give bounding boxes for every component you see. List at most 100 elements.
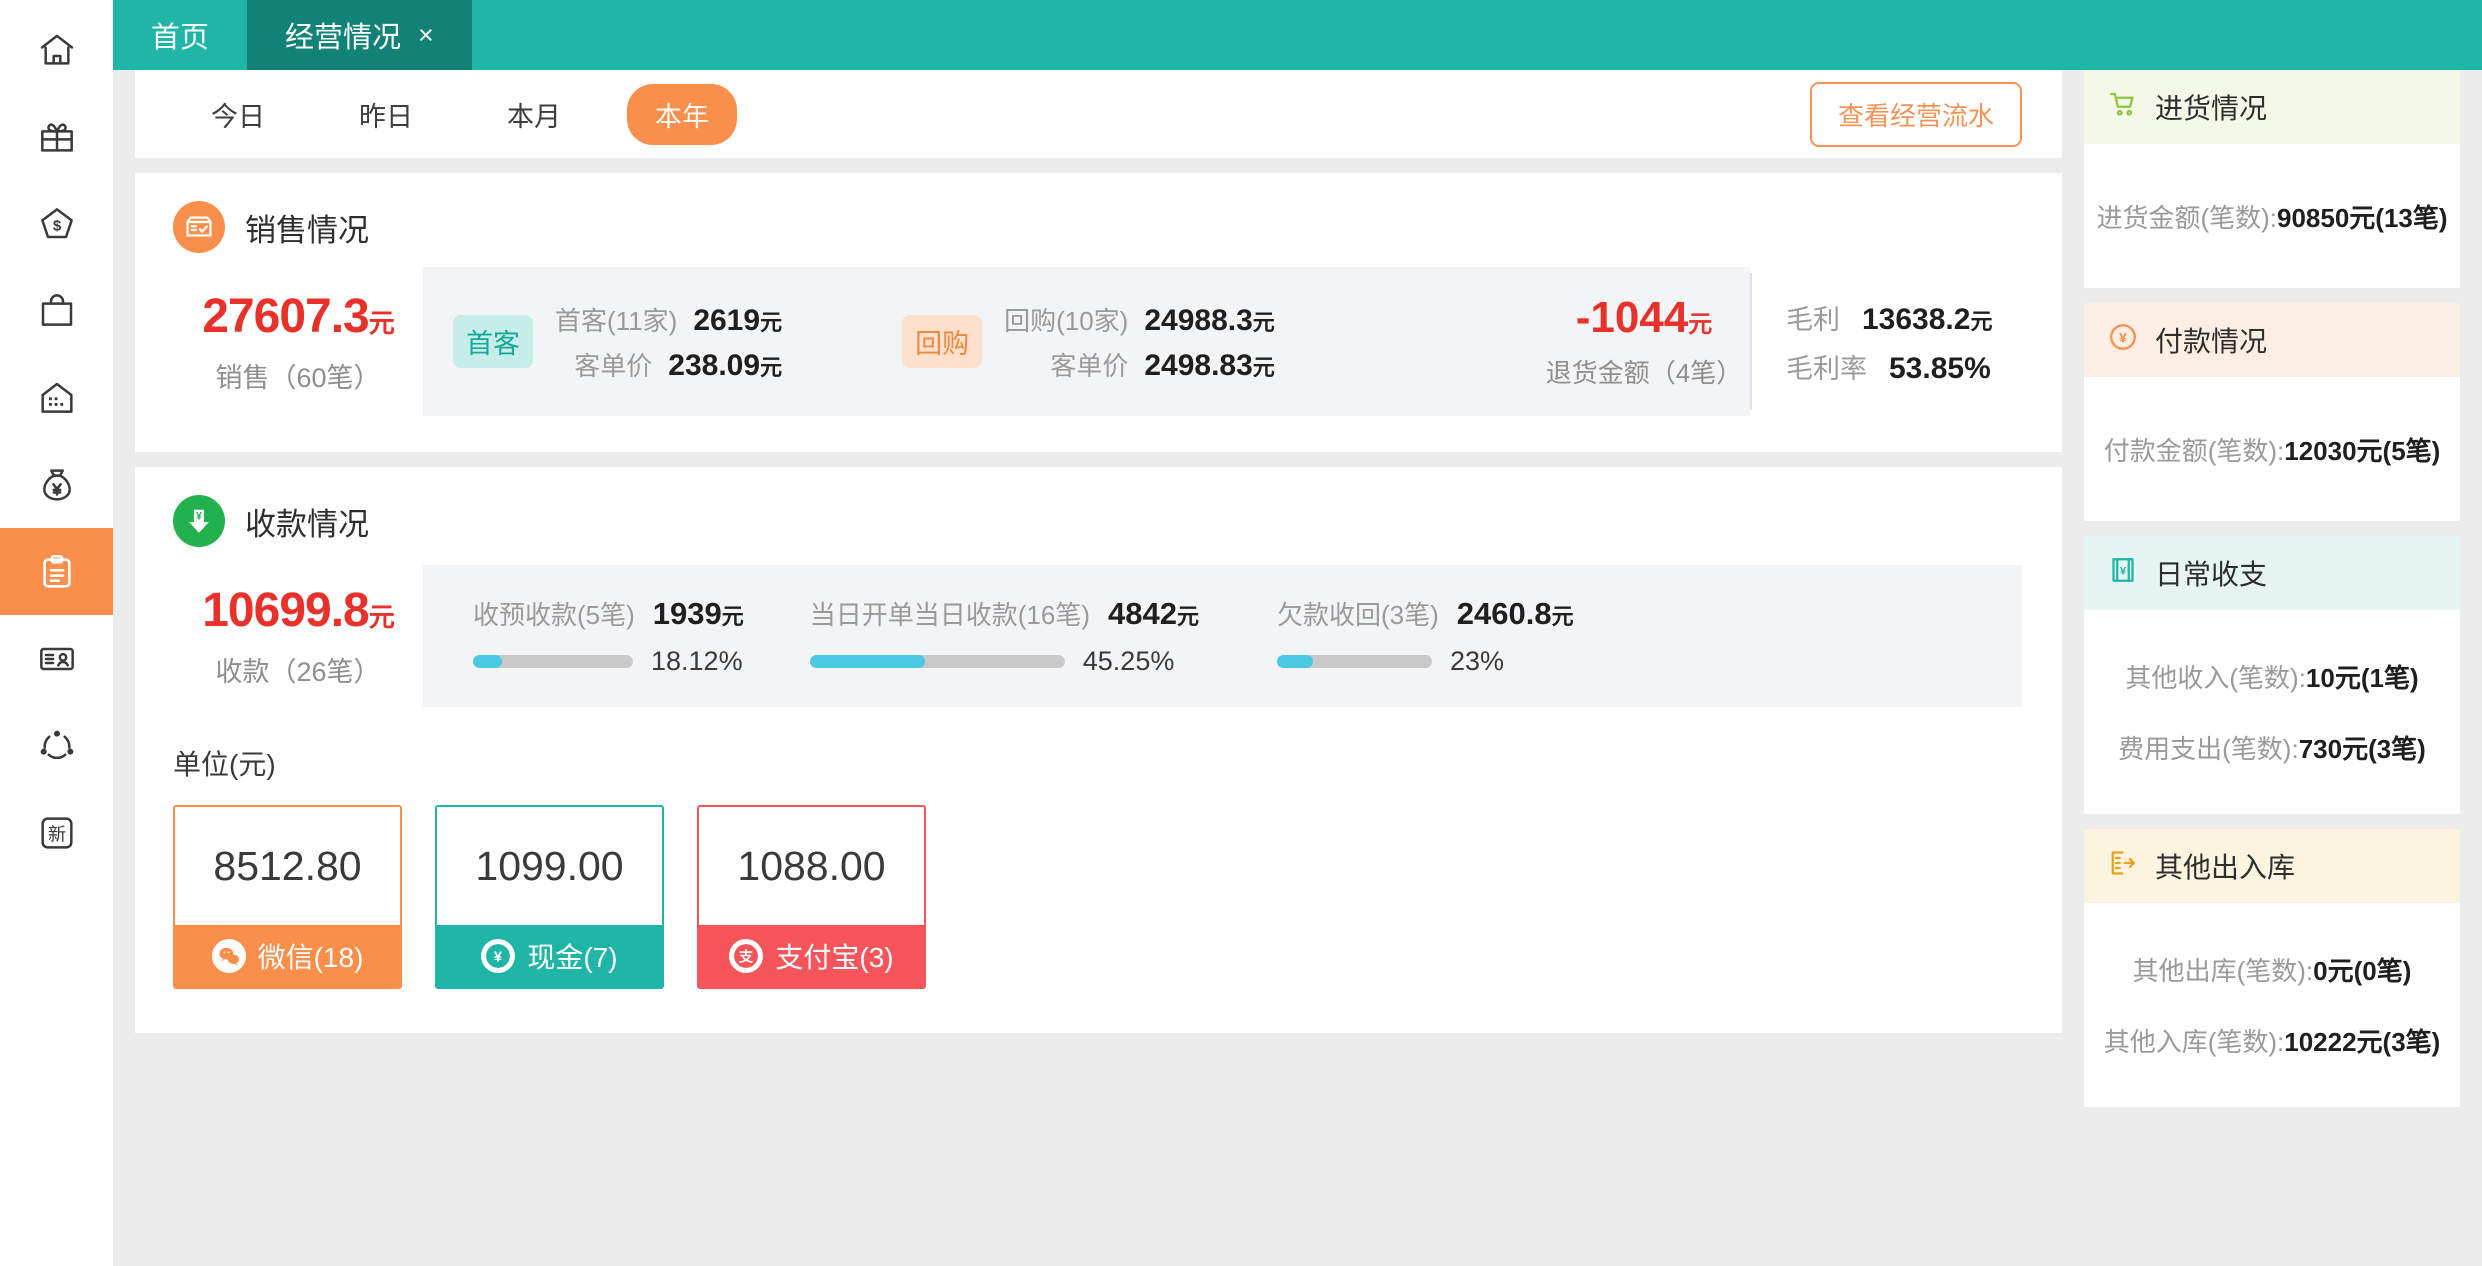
first-customer-lines: 首客(11家) 2619元 客单价 238.09元 bbox=[555, 301, 782, 383]
view-operation-flow-button[interactable]: 查看经营流水 bbox=[1809, 81, 2022, 147]
money-bag-icon bbox=[37, 465, 77, 505]
payment-card-wechat-label: 微信(18) bbox=[257, 942, 364, 973]
sales-total-caption: 销售（60笔） bbox=[215, 362, 381, 393]
payment-card-cash-amount: 1099.00 bbox=[437, 807, 662, 925]
tab-home[interactable]: 首页 bbox=[113, 0, 247, 70]
side-card-other-stock: 其他出入库 其他出库(笔数):0元(0笔) 其他入库(笔数):10222元(3笔… bbox=[2084, 829, 2460, 1107]
daily-ledger-icon: ¥ bbox=[2108, 555, 2138, 592]
collection-total-value: 10699.8元 bbox=[202, 584, 395, 637]
payment-method-cards: 8512.80 微信(18) 1099.00 bbox=[135, 783, 2062, 1033]
sidebar-item-contacts[interactable] bbox=[0, 615, 113, 702]
other-in-line: 其他入库(笔数):10222元(3笔) bbox=[2103, 1027, 2441, 1057]
repurchase-avg-row: 客单价 2498.83元 bbox=[1004, 346, 1274, 383]
progress-prepaid-percent: 18.12% bbox=[651, 646, 743, 676]
sales-total: 27607.3元 销售（60笔） bbox=[173, 267, 423, 416]
sidebar-item-money-house[interactable]: $ bbox=[0, 180, 113, 267]
gross-profit-value: 13638.2元 bbox=[1862, 302, 1993, 336]
svg-text:¥: ¥ bbox=[2119, 330, 2127, 345]
workspace: 首页 经营情况 × 今日 昨日 本月 本年 bbox=[113, 0, 2482, 1266]
first-customer-avg-row: 客单价 238.09元 bbox=[555, 346, 782, 383]
sidebar-item-warehouse[interactable] bbox=[0, 354, 113, 441]
progress-debt-track bbox=[1277, 655, 1432, 668]
unit-label: 单位(元) bbox=[173, 749, 276, 780]
progress-same-day-head: 当日开单当日收款(16笔) 4842元 bbox=[810, 595, 1199, 632]
payment-card-cash[interactable]: 1099.00 ¥ 现金(7) bbox=[435, 805, 664, 989]
sidebar-item-home[interactable] bbox=[0, 6, 113, 93]
collection-panel-header: ¥ 收款情况 bbox=[135, 467, 2062, 547]
gross-margin-row: 毛利率 53.85% bbox=[1786, 347, 2022, 386]
sales-divider bbox=[1750, 273, 1752, 410]
chip-today[interactable]: 今日 bbox=[211, 101, 265, 132]
close-icon[interactable]: × bbox=[418, 19, 434, 50]
purchase-amount-line: 进货金额(笔数):90850元(13笔) bbox=[2096, 202, 2448, 233]
collection-total-caption: 收款（26笔） bbox=[215, 657, 381, 687]
side-column: 进货情况 进货金额(笔数):90850元(13笔) ¥ bbox=[2084, 70, 2482, 1266]
side-card-payment-header: ¥ 付款情况 bbox=[2084, 303, 2460, 377]
payment-card-alipay[interactable]: 1088.00 支 支付宝(3) bbox=[697, 805, 926, 989]
expense-line: 费用支出(笔数):730元(3笔) bbox=[2118, 734, 2426, 764]
side-card-purchase-title: 进货情况 bbox=[2155, 93, 2268, 124]
svg-text:$: $ bbox=[52, 217, 61, 234]
profit-stats: 毛利 13638.2元 毛利率 53.85% bbox=[1752, 267, 2022, 416]
first-customer-row: 首客(11家) 2619元 bbox=[555, 301, 782, 338]
sales-metrics-row: 27607.3元 销售（60笔） 首客 首客(11家) 2619元 bbox=[135, 253, 2062, 452]
inout-stock-icon bbox=[2108, 848, 2138, 885]
progress-debt-value: 2460.8元 bbox=[1456, 596, 1574, 631]
alipay-icon: 支 bbox=[729, 939, 764, 973]
sidebar-item-operations[interactable] bbox=[0, 528, 113, 615]
refund-value: -1044元 bbox=[1575, 293, 1713, 342]
other-out-line: 其他出库(笔数):0元(0笔) bbox=[2132, 956, 2412, 986]
shopping-cart-icon bbox=[2108, 89, 2138, 126]
progress-same-day-fill bbox=[809, 655, 926, 668]
tab-operations[interactable]: 经营情况 × bbox=[247, 0, 472, 70]
sidebar-item-shopping-bag[interactable] bbox=[0, 267, 113, 354]
payment-card-wechat-footer: 微信(18) bbox=[175, 925, 400, 987]
payment-card-alipay-amount: 1088.00 bbox=[699, 807, 924, 925]
first-customer-label: 首客(11家) bbox=[555, 305, 678, 336]
contact-card-icon bbox=[37, 639, 77, 679]
collection-panel-title: 收款情况 bbox=[245, 506, 369, 542]
sales-panel: 销售情况 27607.3元 销售（60笔） 首客 bbox=[135, 173, 2062, 452]
clipboard-icon bbox=[37, 552, 77, 592]
sidebar-item-money-bag[interactable] bbox=[0, 441, 113, 528]
yuan-coin-icon: ¥ bbox=[2108, 322, 2138, 359]
side-card-purchase-body: 进货金额(笔数):90850元(13笔) bbox=[2084, 144, 2460, 288]
other-income-line: 其他收入(笔数):10元(1笔) bbox=[2125, 663, 2419, 693]
svg-text:¥: ¥ bbox=[196, 511, 202, 523]
svg-text:¥: ¥ bbox=[2120, 565, 2127, 577]
chip-this-year[interactable]: 本年 bbox=[627, 83, 737, 145]
progress-debt-fill bbox=[1277, 655, 1313, 668]
side-card-payment-body: 付款金额(笔数):12030元(5笔) bbox=[2084, 377, 2460, 521]
side-card-daily-ledger-body: 其他收入(笔数):10元(1笔) 费用支出(笔数):730元(3笔) bbox=[2084, 610, 2460, 814]
progress-same-day-label: 当日开单当日收款(16笔) bbox=[809, 600, 1091, 630]
payment-card-cash-footer: ¥ 现金(7) bbox=[437, 925, 662, 987]
sidebar-item-gift[interactable] bbox=[0, 93, 113, 180]
repurchase-avg-label: 客单价 bbox=[1050, 350, 1129, 381]
sidebar-item-share[interactable] bbox=[0, 702, 113, 789]
collection-total: 10699.8元 收款（26笔） bbox=[173, 565, 423, 707]
side-card-daily-ledger: ¥ 日常收支 其他收入(笔数):10元(1笔) 费用支出(笔数):730元(3笔… bbox=[2084, 536, 2460, 814]
gross-margin-label: 毛利率 bbox=[1786, 353, 1867, 384]
payment-card-alipay-footer: 支 支付宝(3) bbox=[699, 925, 924, 987]
chip-yesterday[interactable]: 昨日 bbox=[359, 101, 413, 132]
progress-prepaid-label: 收预收款(5笔) bbox=[473, 600, 635, 630]
share-nodes-icon bbox=[37, 726, 77, 766]
first-customer-avg-label: 客单价 bbox=[574, 350, 653, 381]
side-card-purchase: 进货情况 进货金额(笔数):90850元(13笔) bbox=[2084, 70, 2460, 288]
side-card-daily-ledger-header: ¥ 日常收支 bbox=[2084, 536, 2460, 610]
sales-total-value: 27607.3元 bbox=[202, 289, 395, 343]
progress-debt-label: 欠款收回(3笔) bbox=[1277, 600, 1439, 630]
progress-same-day: 当日开单当日收款(16笔) 4842元 45.25% bbox=[784, 595, 1225, 677]
payment-card-wechat[interactable]: 8512.80 微信(18) bbox=[173, 805, 402, 989]
first-customer-value: 2619元 bbox=[693, 303, 783, 337]
gross-profit-label: 毛利 bbox=[1786, 304, 1840, 335]
progress-prepaid-value: 1939元 bbox=[652, 596, 744, 631]
sales-panel-header: 销售情况 bbox=[135, 173, 2062, 253]
warehouse-icon bbox=[37, 378, 77, 418]
progress-prepaid-track bbox=[473, 655, 633, 668]
first-customer-group: 首客 首客(11家) 2619元 客单价 238.09元 bbox=[423, 301, 812, 383]
repurchase-group: 回购 回购(10家) 24988.3元 客单价 2498.83元 bbox=[872, 301, 1305, 383]
repurchase-value: 24988.3元 bbox=[1144, 303, 1275, 337]
sidebar-item-new[interactable]: 新 bbox=[0, 789, 113, 876]
chip-this-month[interactable]: 本月 bbox=[507, 101, 561, 132]
